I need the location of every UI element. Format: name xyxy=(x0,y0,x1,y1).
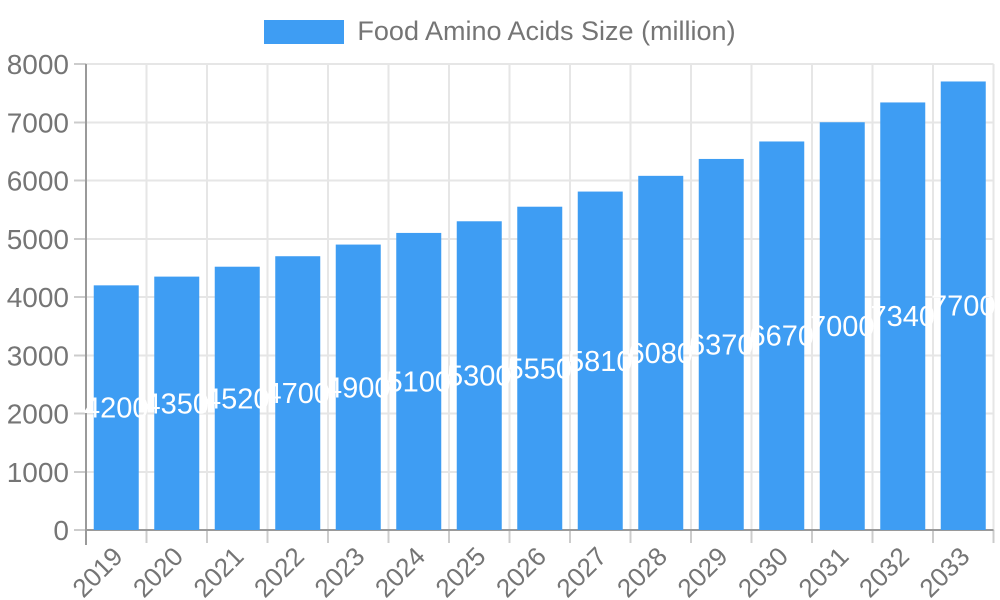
x-tick-label: 2028 xyxy=(611,541,673,600)
y-tick-label: 4000 xyxy=(7,282,69,313)
y-tick-label: 0 xyxy=(53,515,69,546)
x-tick-label: 2022 xyxy=(248,541,310,600)
bar-value-label: 5100 xyxy=(386,366,451,398)
bar xyxy=(335,244,381,530)
bar-value-label: 7700 xyxy=(931,291,996,323)
y-tick-label: 8000 xyxy=(7,49,69,80)
x-tick-label: 2032 xyxy=(853,541,915,600)
bar xyxy=(819,122,865,530)
y-tick-label: 5000 xyxy=(7,224,69,255)
bar-value-label: 4200 xyxy=(84,393,149,425)
y-tick-label: 2000 xyxy=(7,399,69,430)
y-tick-label: 7000 xyxy=(7,107,69,138)
bar xyxy=(638,175,684,530)
x-tick-label: 2020 xyxy=(127,541,189,600)
bar-value-label: 7340 xyxy=(870,301,935,333)
x-tick-label: 2033 xyxy=(913,541,975,600)
bar xyxy=(456,221,502,530)
x-tick-label: 2027 xyxy=(550,541,612,600)
bar-value-label: 5300 xyxy=(447,361,512,393)
bar-value-label: 5550 xyxy=(507,353,572,385)
bar xyxy=(154,276,200,530)
x-tick-label: 2030 xyxy=(732,541,794,600)
bar xyxy=(275,256,321,530)
bar-value-label: 6370 xyxy=(689,329,754,361)
bar-value-label: 5810 xyxy=(568,346,633,378)
x-tick-label: 2025 xyxy=(429,541,491,600)
bar xyxy=(759,141,805,530)
bar-value-label: 7000 xyxy=(810,311,875,343)
bar-value-label: 4900 xyxy=(326,372,391,404)
bar-value-label: 4520 xyxy=(205,383,270,415)
bar xyxy=(577,191,623,530)
x-tick-label: 2019 xyxy=(66,541,128,600)
bar xyxy=(517,206,563,530)
bar xyxy=(93,285,139,530)
x-tick-label: 2026 xyxy=(490,541,552,600)
x-tick-label: 2031 xyxy=(792,541,854,600)
bar-value-label: 4700 xyxy=(265,378,330,410)
bar xyxy=(698,158,744,530)
bar-value-label: 6670 xyxy=(749,321,814,353)
bar-value-label: 4350 xyxy=(144,388,209,420)
x-tick-label: 2029 xyxy=(671,541,733,600)
bar-value-label: 6080 xyxy=(628,338,693,370)
y-tick-label: 3000 xyxy=(7,340,69,371)
bar xyxy=(940,81,986,530)
x-tick-label: 2023 xyxy=(308,541,370,600)
x-tick-label: 2021 xyxy=(187,541,249,600)
bar xyxy=(880,102,926,530)
y-tick-label: 1000 xyxy=(7,457,69,488)
bar xyxy=(214,266,260,530)
bar xyxy=(396,232,442,531)
y-tick-label: 6000 xyxy=(7,166,69,197)
x-tick-label: 2024 xyxy=(369,541,431,600)
